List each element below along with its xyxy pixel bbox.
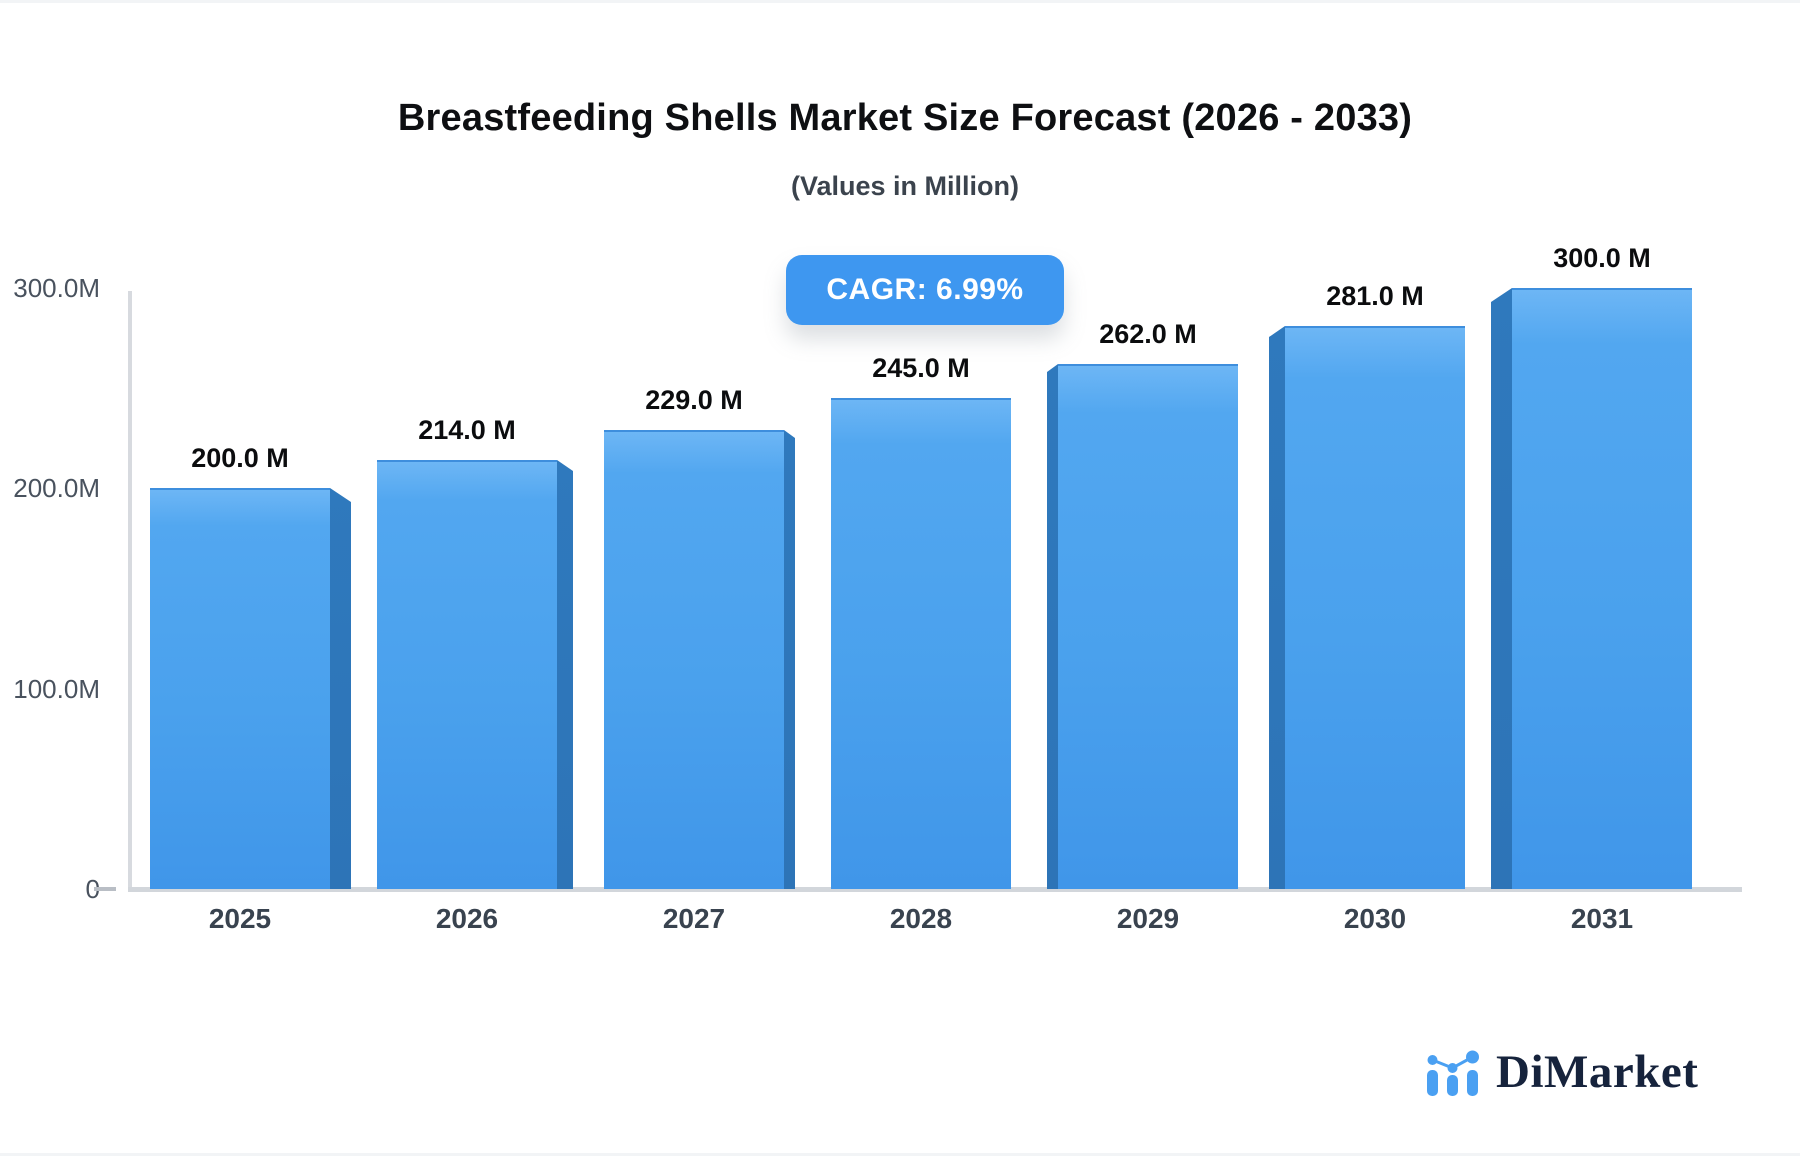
cagr-badge: CAGR: 6.99% bbox=[786, 255, 1064, 325]
bar-side bbox=[1269, 326, 1285, 889]
chart-subtitle: (Values in Million) bbox=[790, 171, 1020, 201]
bar-side bbox=[1047, 364, 1058, 889]
bar-side bbox=[330, 488, 351, 889]
bar-side bbox=[784, 430, 795, 889]
bar-value-label: 214.0 M bbox=[418, 415, 516, 445]
bar-value-label: 200.0 M bbox=[191, 443, 289, 473]
bar-side bbox=[1491, 288, 1512, 889]
bar-face bbox=[150, 488, 330, 889]
zero-tick-mark bbox=[94, 887, 116, 891]
bar-value-label: 300.0 M bbox=[1553, 243, 1651, 273]
bar-face bbox=[1058, 364, 1238, 889]
bar-value-label: 245.0 M bbox=[872, 353, 970, 383]
bar-face bbox=[377, 460, 557, 889]
y-tick-label: 200.0M bbox=[13, 473, 100, 503]
bar-value-label: 281.0 M bbox=[1326, 281, 1424, 311]
bar-face bbox=[604, 430, 784, 889]
x-tick-label: 2027 bbox=[662, 903, 726, 934]
brand-logo: DiMarket bbox=[1424, 1043, 1698, 1101]
bar-chart: 300.0M 200.0M 100.0M 0 200.0 M 2025 214.0 M 202… bbox=[0, 3, 1800, 1153]
x-tick-label: 2030 bbox=[1343, 903, 1407, 934]
y-tick-label: 100.0M bbox=[13, 674, 100, 704]
bar-face bbox=[1512, 288, 1692, 889]
chart-title: Breastfeeding Shells Market Size Forecas… bbox=[397, 97, 1413, 139]
brand-name: DiMarket bbox=[1496, 1046, 1699, 1098]
bar-value-label: 229.0 M bbox=[645, 385, 743, 415]
x-tick-label: 2029 bbox=[1116, 903, 1180, 934]
x-axis-line bbox=[128, 887, 1742, 892]
y-axis-line bbox=[128, 291, 132, 889]
bar-face bbox=[831, 398, 1011, 889]
bar-value-label: 262.0 M bbox=[1099, 319, 1197, 349]
bar-line-chart-icon bbox=[1427, 1050, 1479, 1096]
cagr-badge-label: CAGR: 6.99% bbox=[826, 273, 1024, 306]
y-tick-label: 300.0M bbox=[13, 273, 100, 303]
bar-face bbox=[1285, 326, 1465, 889]
x-tick-label: 2026 bbox=[435, 903, 499, 934]
bar-side bbox=[557, 460, 573, 889]
x-tick-label: 2028 bbox=[889, 903, 953, 934]
x-tick-label: 2025 bbox=[208, 903, 272, 934]
x-tick-label: 2031 bbox=[1570, 903, 1634, 934]
y-tick-label: 0 bbox=[85, 874, 100, 904]
